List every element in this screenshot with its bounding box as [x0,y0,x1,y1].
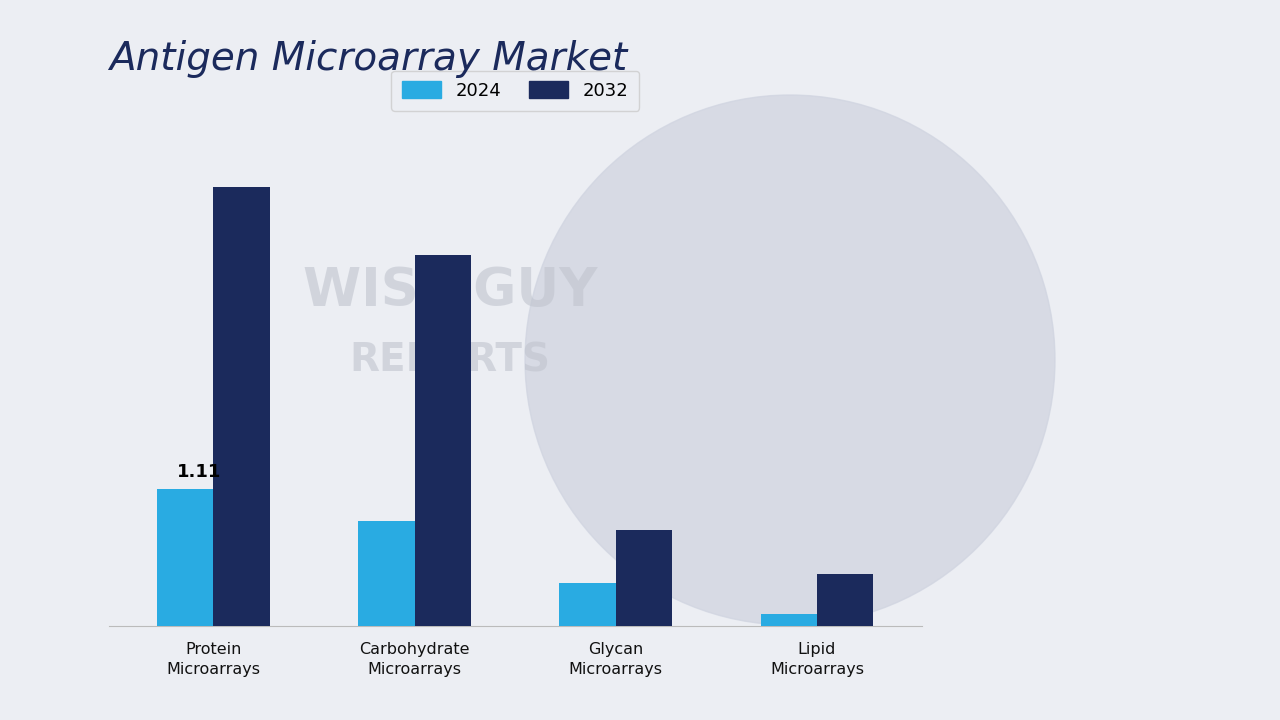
Bar [415,255,471,626]
Bar [760,614,817,626]
Bar [157,489,214,626]
Bar [616,530,672,626]
Bar [817,575,873,626]
Circle shape [525,95,1055,625]
Text: 1.11: 1.11 [177,464,221,482]
Legend: 2024, 2032: 2024, 2032 [390,71,640,111]
Bar [559,583,616,626]
Text: REPORTS: REPORTS [349,341,550,379]
Bar [358,521,415,626]
Bar [214,186,270,626]
Text: Antigen Microarray Market: Antigen Microarray Market [109,40,627,78]
Text: WISE GUY: WISE GUY [303,265,598,317]
